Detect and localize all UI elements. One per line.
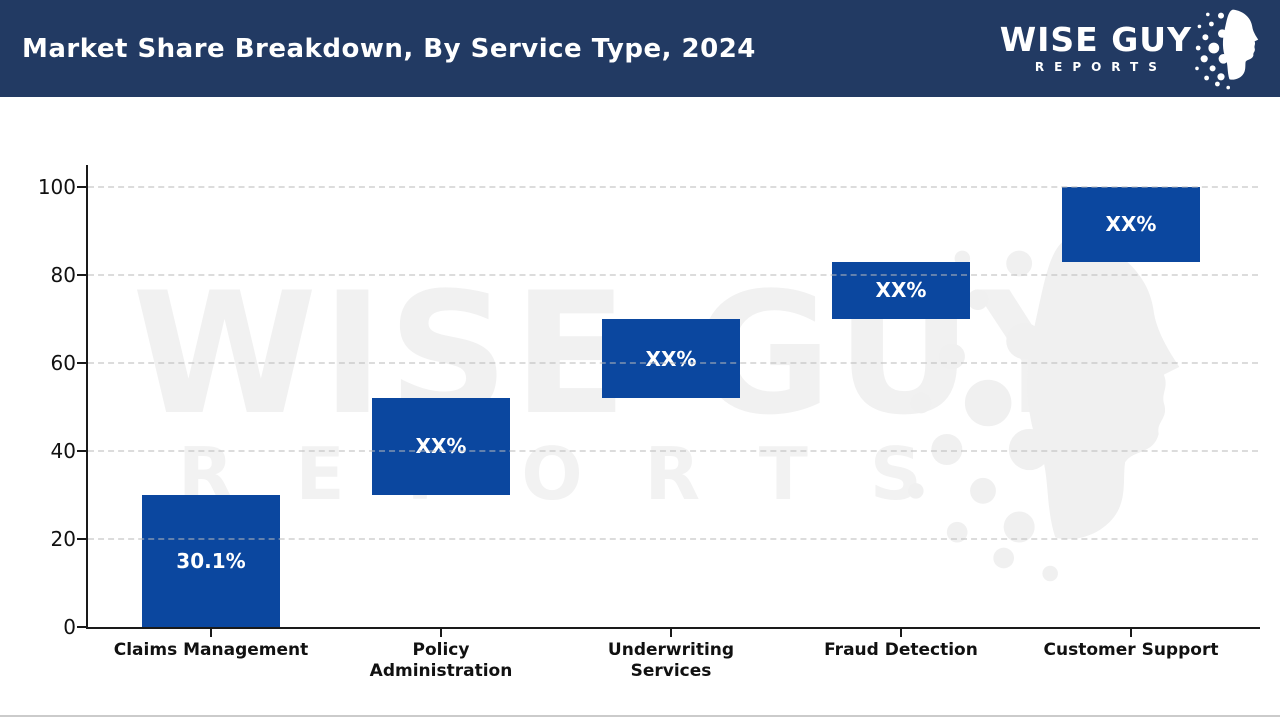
bar-value-label-customer-support: XX% — [1105, 212, 1157, 237]
y-tick-label-20: 20 — [50, 527, 76, 551]
header-bar: Market Share Breakdown, By Service Type,… — [0, 0, 1280, 97]
gridline-20 — [88, 538, 1258, 540]
watermark-head-icon — [908, 237, 1180, 582]
y-tick-label-80: 80 — [50, 263, 76, 287]
y-tick-100 — [77, 186, 86, 188]
logo-secondary-text: REPORTS — [1034, 60, 1167, 74]
x-category-label-claims-management: Claims Management — [113, 640, 309, 660]
x-tick-fraud-detection — [900, 629, 902, 637]
y-tick-label-100: 100 — [37, 175, 76, 199]
bar-fraud-detection: XX% — [832, 261, 970, 319]
x-tick-claims-management — [210, 629, 212, 637]
x-axis-line — [86, 627, 1260, 629]
gridline-40 — [88, 450, 1258, 452]
bar-underwriting-services: XX% — [602, 319, 740, 399]
bar-value-label-policy-administration: XX% — [415, 434, 467, 459]
bar-value-label-underwriting-services: XX% — [645, 346, 697, 371]
logo-head-icon — [1195, 9, 1259, 90]
x-category-label-policy-administration: Policy Administration — [369, 640, 513, 681]
gridline-80 — [88, 274, 1258, 276]
y-tick-label-40: 40 — [50, 439, 76, 463]
wise-guy-logo: WISE GUY REPORTS — [1000, 6, 1266, 90]
y-tick-20 — [77, 538, 86, 540]
logo-text: WISE GUY REPORTS — [999, 20, 1192, 75]
y-tick-80 — [77, 274, 86, 276]
x-tick-customer-support — [1130, 629, 1132, 637]
y-tick-label-60: 60 — [50, 351, 76, 375]
x-tick-policy-administration — [440, 629, 442, 637]
x-category-label-customer-support: Customer Support — [1043, 640, 1219, 660]
x-tick-underwriting-services — [670, 629, 672, 637]
y-tick-label-0: 0 — [63, 615, 76, 639]
bar-policy-administration: XX% — [372, 398, 510, 495]
bar-customer-support: XX% — [1062, 187, 1200, 262]
bar-claims-management: 30.1% — [142, 494, 280, 627]
bar-value-label-fraud-detection: XX% — [875, 278, 927, 303]
footer-divider — [0, 715, 1280, 717]
y-tick-0 — [77, 626, 86, 628]
logo-primary-text: WISE GUY — [999, 20, 1192, 59]
bar-value-label-claims-management: 30.1% — [176, 548, 246, 573]
y-axis-line — [86, 165, 88, 629]
x-category-label-fraud-detection: Fraud Detection — [824, 640, 978, 660]
y-tick-60 — [77, 362, 86, 364]
gridline-60 — [88, 362, 1258, 364]
y-tick-40 — [77, 450, 86, 452]
x-category-label-underwriting-services: Underwriting Services — [607, 640, 735, 681]
chart-title: Market Share Breakdown, By Service Type,… — [22, 33, 756, 64]
gridline-100 — [88, 186, 1258, 188]
